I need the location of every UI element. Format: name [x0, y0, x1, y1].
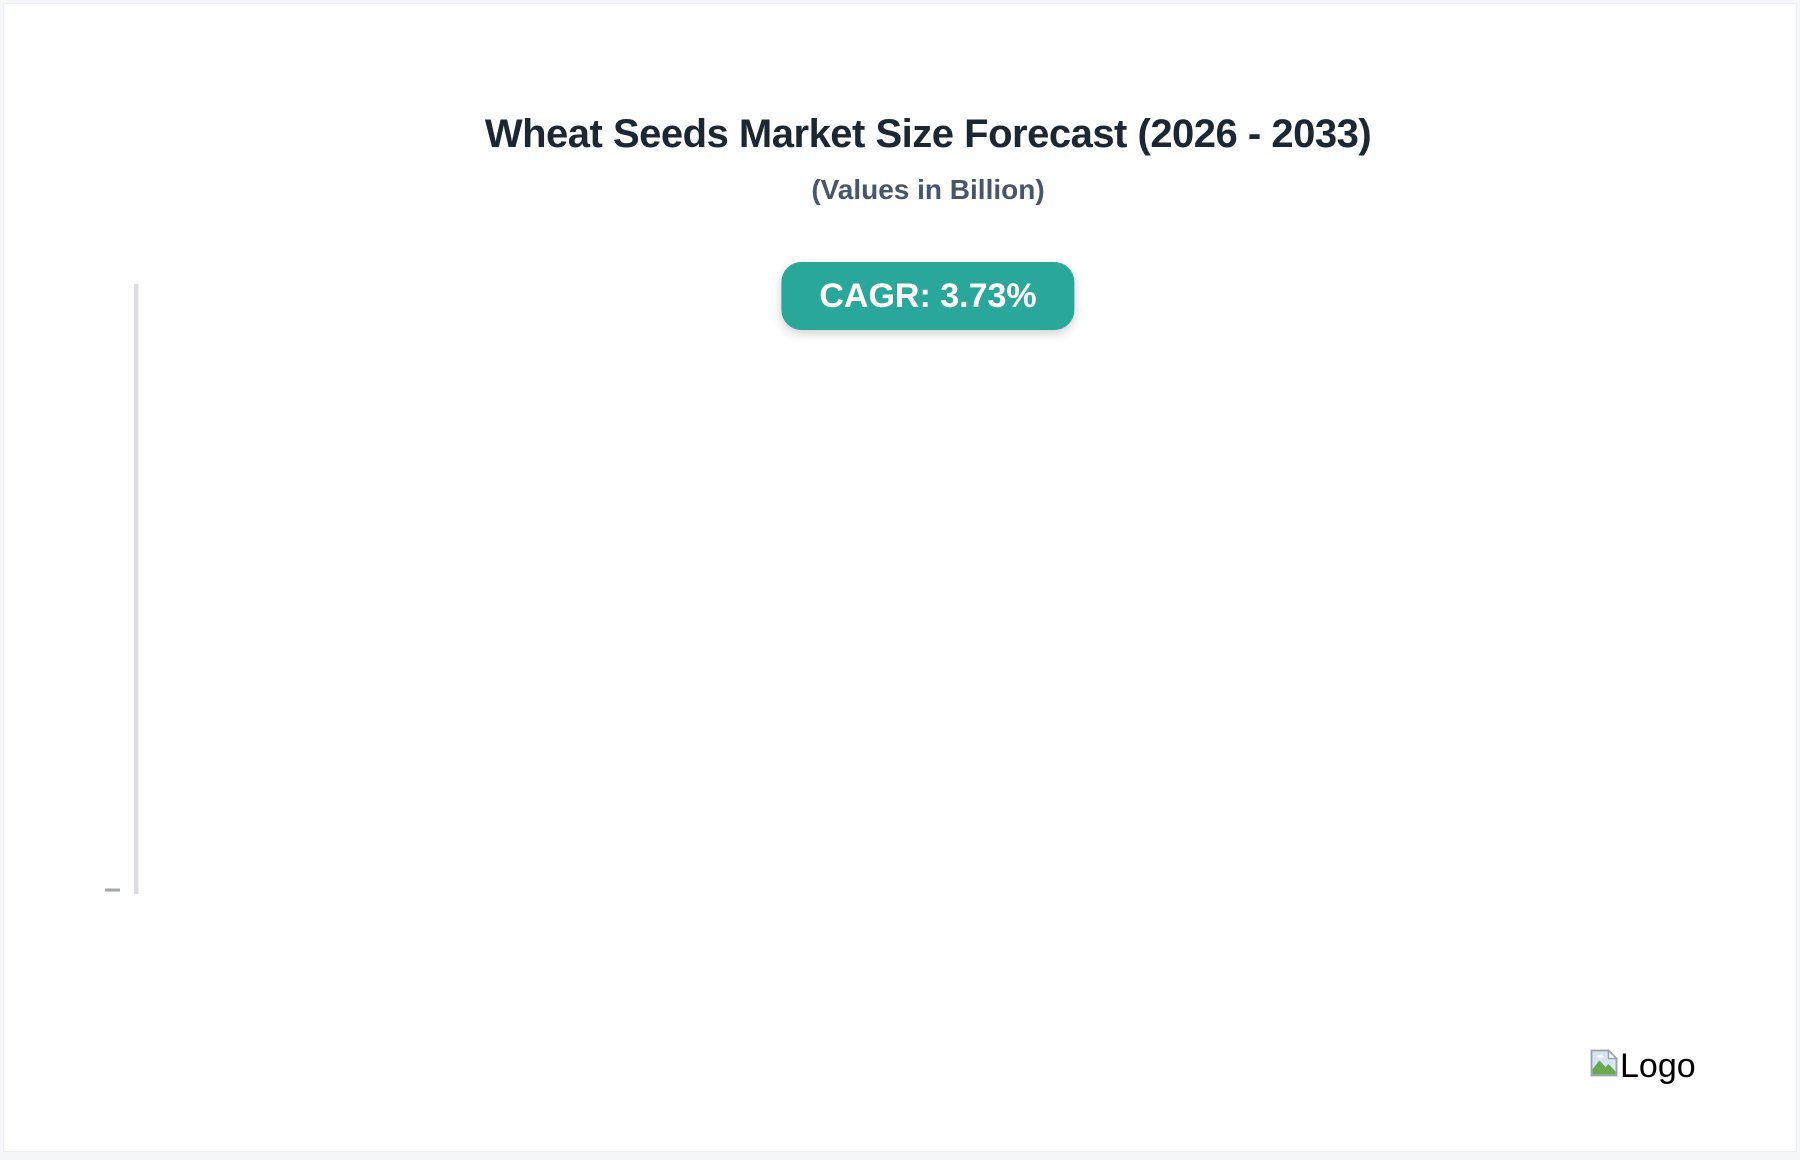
logo-text: Logo: [1620, 1046, 1696, 1086]
y-tick: [105, 889, 120, 892]
logo: Logo: [1589, 1044, 1696, 1086]
bar-chart: [4, 4, 1800, 1160]
broken-image-icon: [1589, 1048, 1619, 1078]
chart-card: Wheat Seeds Market Size Forecast (2026 -…: [3, 3, 1797, 1152]
y-axis-line: [134, 284, 139, 894]
